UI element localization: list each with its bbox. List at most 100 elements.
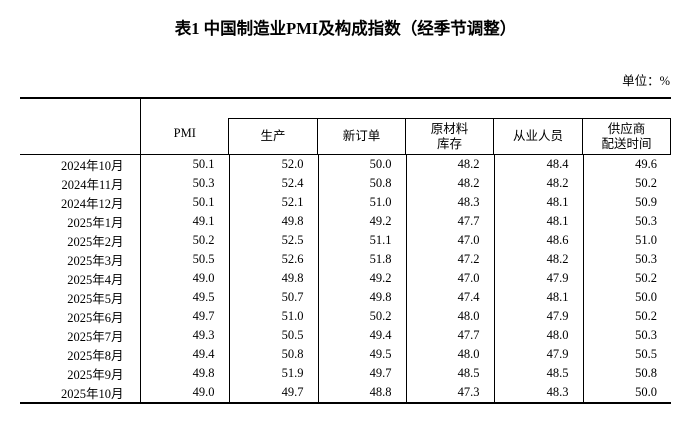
cell-new_orders: 51.8 bbox=[318, 250, 407, 269]
table-row: 2025年3月 50.5 52.6 51.8 47.2 48.2 50.3 bbox=[20, 250, 671, 269]
pmi-table: PMI 生产 新订单 原材料 bbox=[20, 97, 671, 404]
cell-pmi: 49.1 bbox=[140, 212, 230, 231]
cell-production: 52.1 bbox=[229, 193, 319, 212]
cell-pmi: 49.3 bbox=[140, 326, 230, 345]
cell-production: 50.8 bbox=[229, 345, 319, 364]
cell-raw_material_inventory: 48.3 bbox=[406, 193, 495, 212]
cell-production: 50.7 bbox=[229, 288, 319, 307]
column-header-production-box: 生产 bbox=[228, 118, 318, 154]
column-header-supplier-delivery-time: 供应商 配送时间 bbox=[582, 97, 671, 155]
table-body: 2024年10月 50.1 52.0 50.0 48.2 48.4 49.6 2024年11月… bbox=[20, 154, 671, 404]
cell-employment: 48.2 bbox=[494, 174, 584, 193]
cell-pmi: 50.3 bbox=[140, 174, 230, 193]
row-label-period: 2024年12月 bbox=[20, 193, 141, 212]
row-label-period: 2025年10月 bbox=[20, 383, 141, 404]
cell-new_orders: 49.5 bbox=[318, 345, 407, 364]
cell-employment: 48.3 bbox=[494, 383, 584, 404]
cell-pmi: 49.7 bbox=[140, 307, 230, 326]
table-header: PMI 生产 新订单 原材料 bbox=[20, 97, 671, 155]
cell-supplier_delivery_time: 51.0 bbox=[635, 233, 657, 247]
cell-new_orders: 48.8 bbox=[318, 383, 407, 404]
cell-pmi: 49.8 bbox=[140, 364, 230, 383]
column-header-raw-material-line1: 原材料 bbox=[430, 121, 469, 136]
row-label-period: 2025年5月 bbox=[20, 288, 141, 307]
table-row: 2025年8月 49.4 50.8 49.5 48.0 47.9 50.5 bbox=[20, 345, 671, 364]
table-row: 2024年10月 50.1 52.0 50.0 48.2 48.4 49.6 bbox=[20, 154, 671, 174]
page-title: 表1 中国制造业PMI及构成指数（经季节调整） bbox=[174, 19, 517, 38]
column-header-new-orders-label: 新订单 bbox=[342, 129, 381, 143]
cell-production: 51.9 bbox=[229, 364, 319, 383]
cell-new_orders: 51.1 bbox=[318, 231, 407, 250]
row-label-period: 2025年1月 bbox=[20, 212, 141, 231]
table-row: 2024年12月 50.1 52.1 51.0 48.3 48.1 50.9 bbox=[20, 193, 671, 212]
column-header-raw-material-inventory-label: 原材料 库存 bbox=[431, 122, 469, 152]
column-header-supplier-delivery-line2: 配送时间 bbox=[601, 136, 652, 151]
cell-employment: 48.2 bbox=[494, 250, 584, 269]
row-label-period: 2025年9月 bbox=[20, 364, 141, 383]
cell-raw_material_inventory: 48.2 bbox=[406, 174, 495, 193]
table-header-row: PMI 生产 新订单 原材料 bbox=[20, 97, 671, 155]
table-row: 2025年10月 49.0 49.7 48.8 47.3 48.3 50.0 bbox=[20, 383, 671, 404]
cell-employment: 48.4 bbox=[494, 154, 584, 174]
table-row: 2025年2月 50.2 52.5 51.1 47.0 48.6 51.0 bbox=[20, 231, 671, 250]
cell-production: 52.6 bbox=[229, 250, 319, 269]
cell-pmi: 49.0 bbox=[140, 269, 230, 288]
column-header-raw-material-inventory: 原材料 库存 bbox=[405, 97, 494, 155]
cell-employment: 47.9 bbox=[494, 269, 584, 288]
column-header-employment: 从业人员 bbox=[493, 97, 583, 155]
cell-pmi: 50.1 bbox=[140, 193, 230, 212]
row-label-period: 2025年3月 bbox=[20, 250, 141, 269]
cell-raw_material_inventory: 47.7 bbox=[406, 212, 495, 231]
column-header-raw-material-line2: 库存 bbox=[436, 136, 462, 151]
cell-production: 49.8 bbox=[229, 212, 319, 231]
cell-employment: 48.0 bbox=[494, 326, 584, 345]
cell-pmi: 49.4 bbox=[140, 345, 230, 364]
row-label-period: 2025年8月 bbox=[20, 345, 141, 364]
cell-employment: 48.1 bbox=[494, 193, 584, 212]
cell-employment: 48.1 bbox=[494, 288, 584, 307]
cell-supplier_delivery_time: 50.5 bbox=[635, 347, 657, 361]
cell-raw_material_inventory: 48.5 bbox=[406, 364, 495, 383]
cell-employment: 47.9 bbox=[494, 345, 584, 364]
cell-supplier_delivery_time: 50.9 bbox=[635, 195, 657, 209]
table-row: 2025年9月 49.8 51.9 49.7 48.5 48.5 50.8 bbox=[20, 364, 671, 383]
cell-production: 49.8 bbox=[229, 269, 319, 288]
cell-supplier_delivery_time: 50.0 bbox=[583, 383, 671, 404]
cell-supplier_delivery_time: 50.0 bbox=[635, 290, 657, 304]
cell-new_orders: 49.4 bbox=[318, 326, 407, 345]
row-label-period: 2025年2月 bbox=[20, 231, 141, 250]
cell-new_orders: 49.8 bbox=[318, 288, 407, 307]
cell-new_orders: 50.2 bbox=[318, 307, 407, 326]
row-label-period: 2025年6月 bbox=[20, 307, 141, 326]
cell-supplier_delivery_time: 50.3 bbox=[635, 328, 657, 342]
cell-supplier_delivery_time: 50.2 bbox=[635, 176, 657, 190]
cell-production: 51.0 bbox=[229, 307, 319, 326]
column-header-period bbox=[20, 97, 141, 155]
cell-raw_material_inventory: 48.2 bbox=[406, 154, 495, 174]
column-header-supplier-delivery-label: 供应商 配送时间 bbox=[601, 122, 651, 152]
column-header-employment-box: 从业人员 bbox=[493, 118, 583, 154]
table-row: 2025年5月 49.5 50.7 49.8 47.4 48.1 50.0 bbox=[20, 288, 671, 307]
cell-new_orders: 51.0 bbox=[318, 193, 407, 212]
cell-supplier_delivery_time: 50.3 bbox=[635, 252, 657, 266]
cell-new_orders: 49.7 bbox=[318, 364, 407, 383]
column-header-supplier-delivery-box: 供应商 配送时间 bbox=[582, 118, 671, 154]
cell-new_orders: 50.8 bbox=[318, 174, 407, 193]
cell-supplier_delivery_time: 50.2 bbox=[635, 271, 657, 285]
column-header-raw-material-inventory-box: 原材料 库存 bbox=[405, 118, 494, 154]
cell-raw_material_inventory: 48.0 bbox=[406, 345, 495, 364]
row-label-period: 2025年4月 bbox=[20, 269, 141, 288]
table-row: 2025年6月 49.7 51.0 50.2 48.0 47.9 50.2 bbox=[20, 307, 671, 326]
cell-pmi: 49.0 bbox=[140, 383, 230, 404]
cell-production: 49.7 bbox=[229, 383, 319, 404]
cell-raw_material_inventory: 47.0 bbox=[406, 231, 495, 250]
cell-employment: 48.6 bbox=[494, 231, 584, 250]
column-header-production-label: 生产 bbox=[260, 129, 286, 143]
column-header-pmi: PMI bbox=[140, 97, 229, 155]
cell-supplier_delivery_time: 50.8 bbox=[635, 366, 657, 380]
table-row: 2025年1月 49.1 49.8 49.2 47.7 48.1 50.3 bbox=[20, 212, 671, 231]
cell-new_orders: 49.2 bbox=[318, 269, 407, 288]
cell-supplier_delivery_time: 50.2 bbox=[635, 309, 657, 323]
cell-raw_material_inventory: 47.7 bbox=[406, 326, 495, 345]
